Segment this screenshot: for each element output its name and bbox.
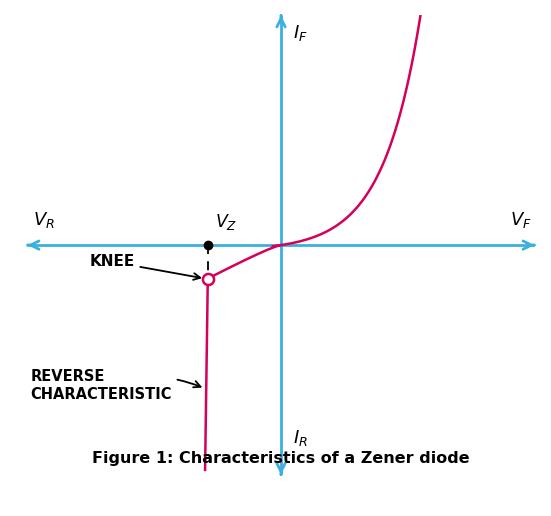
Text: $V_R$: $V_R$ bbox=[33, 210, 55, 230]
Text: $I_F$: $I_F$ bbox=[293, 23, 308, 43]
Text: $I_R$: $I_R$ bbox=[293, 428, 309, 448]
Text: $V_F$: $V_F$ bbox=[510, 210, 532, 230]
Text: $V_Z$: $V_Z$ bbox=[214, 212, 237, 232]
Text: REVERSE
CHARACTERISTIC: REVERSE CHARACTERISTIC bbox=[30, 369, 201, 402]
Text: Figure 1: Characteristics of a Zener diode: Figure 1: Characteristics of a Zener dio… bbox=[92, 450, 470, 465]
Text: KNEE: KNEE bbox=[89, 254, 200, 280]
